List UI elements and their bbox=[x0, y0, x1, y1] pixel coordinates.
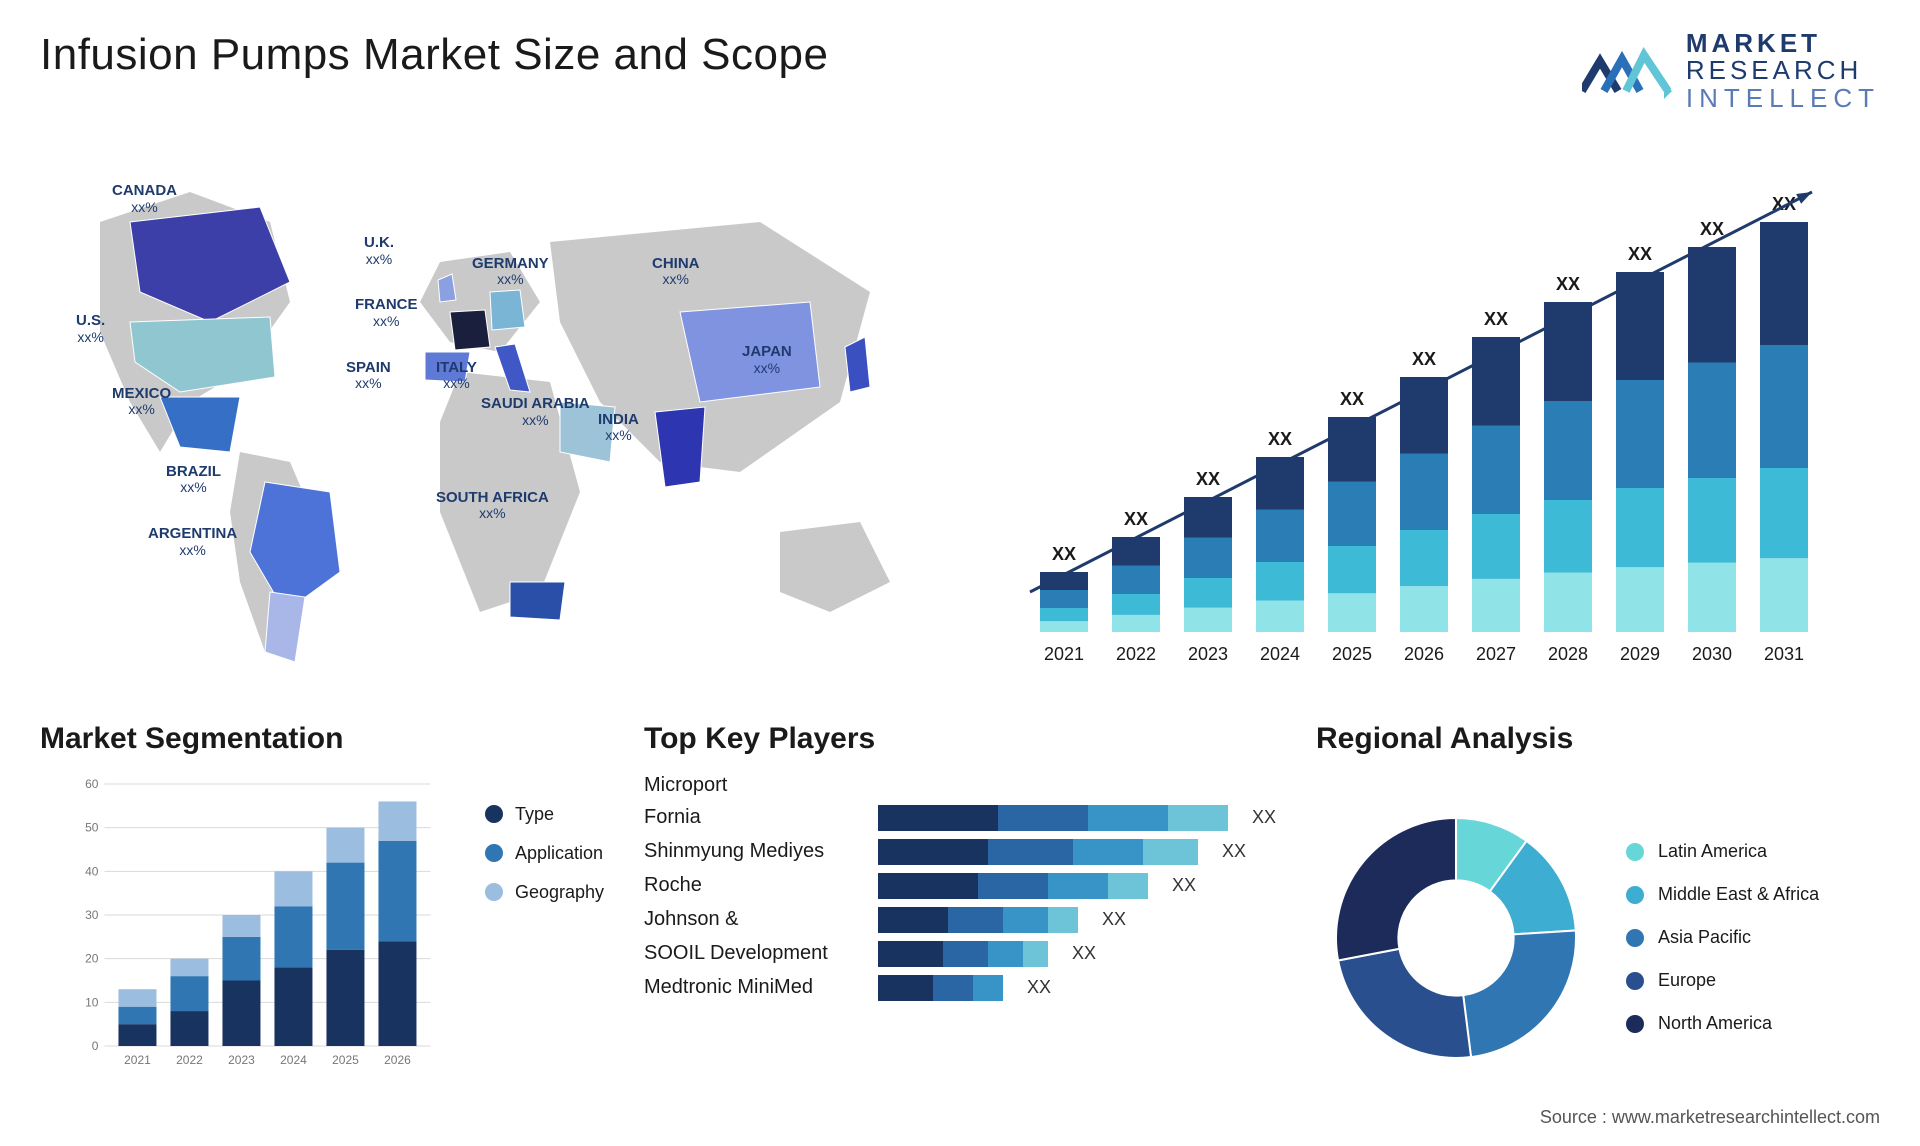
map-label-canada: CANADAxx% bbox=[112, 183, 177, 215]
map-label-japan: JAPANxx% bbox=[742, 344, 792, 376]
svg-text:2026: 2026 bbox=[1404, 644, 1444, 664]
page-title: Infusion Pumps Market Size and Scope bbox=[40, 30, 828, 80]
player-row: Fornia XX bbox=[644, 805, 1276, 831]
player-row: Microport bbox=[644, 774, 1276, 797]
svg-text:XX: XX bbox=[1700, 219, 1724, 239]
seg-legend-application: Application bbox=[485, 843, 604, 864]
svg-text:2026: 2026 bbox=[384, 1053, 411, 1067]
map-label-india: INDIAxx% bbox=[598, 412, 639, 444]
svg-text:XX: XX bbox=[1196, 469, 1220, 489]
map-label-argentina: ARGENTINAxx% bbox=[148, 526, 237, 558]
svg-text:XX: XX bbox=[1556, 274, 1580, 294]
seg-legend-geography: Geography bbox=[485, 882, 604, 903]
player-row: SOOIL Development XX bbox=[644, 941, 1276, 967]
player-label: Microport bbox=[644, 774, 864, 797]
player-label: Fornia bbox=[644, 806, 864, 829]
svg-text:XX: XX bbox=[1268, 429, 1292, 449]
player-value: XX bbox=[1072, 943, 1096, 964]
map-label-south-africa: SOUTH AFRICAxx% bbox=[436, 490, 549, 522]
svg-text:60: 60 bbox=[85, 777, 99, 791]
region-legend-europe: Europe bbox=[1626, 970, 1819, 991]
player-bar bbox=[878, 805, 1228, 831]
map-label-u-k-: U.K.xx% bbox=[364, 235, 394, 267]
map-label-italy: ITALYxx% bbox=[436, 360, 477, 392]
growth-chart-panel: XX 2021 XX 2022 XX 2023 XX 2024 XX 2025 XX 2026 XX 20… bbox=[980, 152, 1880, 672]
map-label-spain: SPAINxx% bbox=[346, 360, 391, 392]
player-label: SOOIL Development bbox=[644, 942, 864, 965]
svg-text:2025: 2025 bbox=[1332, 644, 1372, 664]
svg-text:2029: 2029 bbox=[1620, 644, 1660, 664]
region-legend-asia-pacific: Asia Pacific bbox=[1626, 927, 1819, 948]
segmentation-title: Market Segmentation bbox=[40, 722, 604, 756]
svg-text:2022: 2022 bbox=[1116, 644, 1156, 664]
player-row: Johnson & XX bbox=[644, 907, 1276, 933]
player-value: XX bbox=[1172, 875, 1196, 896]
map-label-mexico: MEXICOxx% bbox=[112, 386, 171, 418]
brand-logo: MARKET RESEARCH INTELLECT bbox=[1582, 30, 1880, 112]
region-legend-latin-america: Latin America bbox=[1626, 841, 1819, 862]
players-title: Top Key Players bbox=[644, 722, 1276, 756]
svg-text:2022: 2022 bbox=[176, 1053, 203, 1067]
player-row: Shinmyung Mediyes XX bbox=[644, 839, 1276, 865]
player-label: Shinmyung Mediyes bbox=[644, 840, 864, 863]
player-bar bbox=[878, 839, 1198, 865]
svg-text:XX: XX bbox=[1052, 544, 1076, 564]
player-row: Roche XX bbox=[644, 873, 1276, 899]
map-label-germany: GERMANYxx% bbox=[472, 256, 549, 288]
logo-text-1: MARKET bbox=[1686, 30, 1880, 57]
svg-text:XX: XX bbox=[1412, 349, 1436, 369]
player-value: XX bbox=[1102, 909, 1126, 930]
svg-text:2024: 2024 bbox=[1260, 644, 1300, 664]
map-label-france: FRANCExx% bbox=[355, 297, 418, 329]
map-label-saudi-arabia: SAUDI ARABIAxx% bbox=[481, 396, 590, 428]
world-map-panel: CANADAxx% U.S.xx% MEXICOxx% BRAZILxx% ARGENT… bbox=[40, 152, 940, 672]
player-bar bbox=[878, 907, 1078, 933]
svg-text:2030: 2030 bbox=[1692, 644, 1732, 664]
svg-text:2021: 2021 bbox=[1044, 644, 1084, 664]
regional-panel: Regional Analysis Latin America Middle Ea… bbox=[1316, 722, 1880, 1102]
svg-text:50: 50 bbox=[85, 821, 99, 835]
svg-text:2023: 2023 bbox=[228, 1053, 255, 1067]
svg-text:2021: 2021 bbox=[124, 1053, 151, 1067]
player-value: XX bbox=[1252, 807, 1276, 828]
player-label: Johnson & bbox=[644, 908, 864, 931]
svg-text:2028: 2028 bbox=[1548, 644, 1588, 664]
regional-title: Regional Analysis bbox=[1316, 722, 1880, 756]
player-row: Medtronic MiniMed XX bbox=[644, 975, 1276, 1001]
region-legend-middle-east-africa: Middle East & Africa bbox=[1626, 884, 1819, 905]
svg-text:40: 40 bbox=[85, 864, 99, 878]
svg-text:30: 30 bbox=[85, 908, 99, 922]
region-legend-north-america: North America bbox=[1626, 1013, 1819, 1034]
svg-text:XX: XX bbox=[1628, 244, 1652, 264]
players-panel: Top Key Players MicroportForniaXXShinmyu… bbox=[644, 722, 1276, 1102]
svg-text:10: 10 bbox=[85, 995, 99, 1009]
source-text: Source : www.marketresearchintellect.com bbox=[1540, 1107, 1880, 1128]
player-value: XX bbox=[1027, 977, 1051, 998]
svg-text:2024: 2024 bbox=[280, 1053, 307, 1067]
player-bar bbox=[878, 975, 1003, 1001]
svg-text:XX: XX bbox=[1124, 509, 1148, 529]
logo-text-3: INTELLECT bbox=[1686, 85, 1880, 112]
map-label-china: CHINAxx% bbox=[652, 256, 700, 288]
seg-legend-type: Type bbox=[485, 804, 604, 825]
svg-text:0: 0 bbox=[92, 1039, 99, 1053]
logo-text-2: RESEARCH bbox=[1686, 57, 1880, 84]
svg-text:2025: 2025 bbox=[332, 1053, 359, 1067]
svg-text:2023: 2023 bbox=[1188, 644, 1228, 664]
svg-text:2031: 2031 bbox=[1764, 644, 1804, 664]
map-label-u-s-: U.S.xx% bbox=[76, 313, 105, 345]
player-bar bbox=[878, 873, 1148, 899]
player-label: Medtronic MiniMed bbox=[644, 976, 864, 999]
svg-text:2027: 2027 bbox=[1476, 644, 1516, 664]
svg-text:XX: XX bbox=[1484, 309, 1508, 329]
svg-text:XX: XX bbox=[1340, 389, 1364, 409]
player-label: Roche bbox=[644, 874, 864, 897]
player-bar bbox=[878, 941, 1048, 967]
map-label-brazil: BRAZILxx% bbox=[166, 464, 221, 496]
player-value: XX bbox=[1222, 841, 1246, 862]
svg-text:20: 20 bbox=[85, 952, 99, 966]
logo-mark-icon bbox=[1582, 41, 1672, 101]
segmentation-panel: Market Segmentation 0 10 20 30 40 50 60 2021 202… bbox=[40, 722, 604, 1102]
